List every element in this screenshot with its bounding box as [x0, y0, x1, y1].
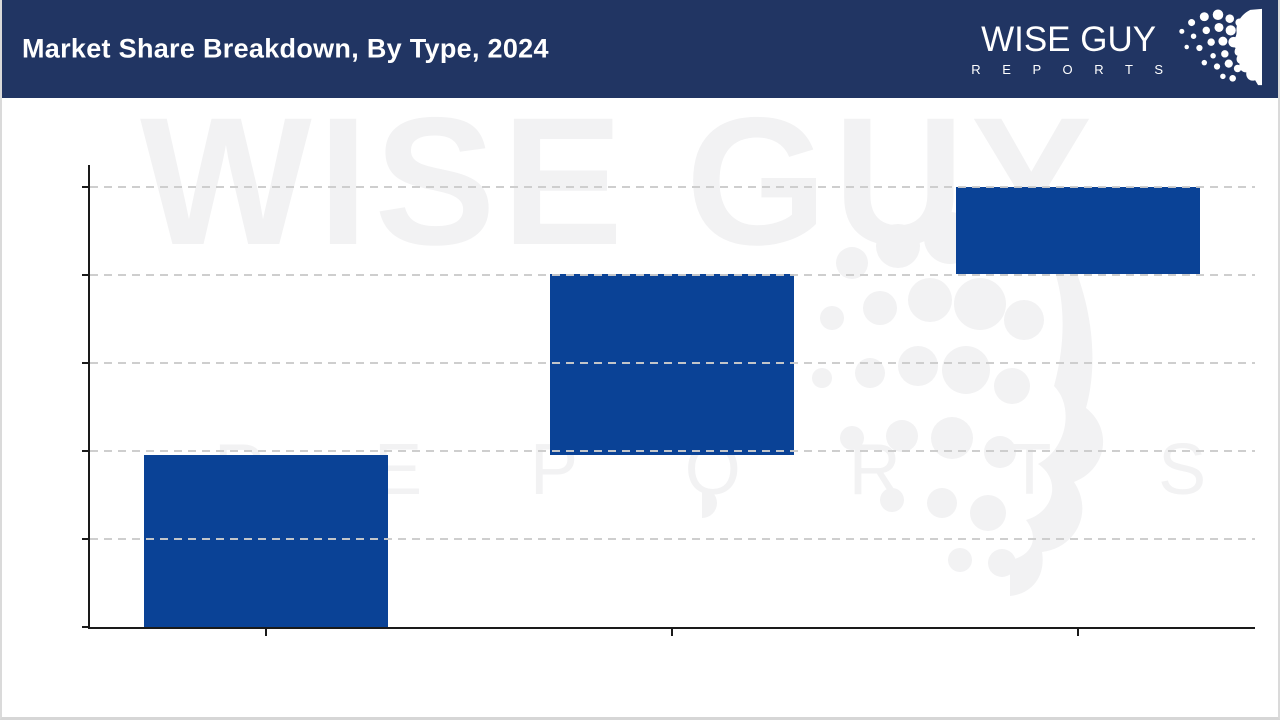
x-tick-mark-2 [671, 629, 673, 636]
wiseguy-logo: WISE GUY R E P O R T S [965, 6, 1262, 92]
gridline-60 [90, 362, 1255, 364]
logo-wordmark: WISE GUY [981, 19, 1157, 59]
gridline-20 [90, 538, 1255, 540]
page-title: Market Share Breakdown, By Type, 2024 [22, 33, 549, 64]
watermark-head-icon [687, 208, 1182, 612]
bar-2 [550, 273, 794, 456]
y-tick-mark-60 [82, 362, 90, 364]
bar-3 [956, 187, 1200, 274]
x-tick-mark-3 [1077, 629, 1079, 636]
bar-1 [144, 455, 388, 627]
y-axis-line [88, 165, 90, 629]
x-tick-mark-1 [265, 629, 267, 636]
wiseguy-face-icon [1174, 7, 1262, 91]
y-tick-mark-40 [82, 450, 90, 452]
y-tick-mark-20 [82, 538, 90, 540]
gridline-80 [90, 274, 1255, 276]
chart-area: WISE GUY R E P O R T S [2, 90, 1280, 720]
logo-text: WISE GUY R E P O R T S [965, 22, 1172, 77]
y-tick-mark-100 [82, 186, 90, 188]
y-tick-mark-0 [82, 626, 90, 628]
logo-subtext: R E P O R T S [971, 61, 1172, 77]
y-tick-mark-80 [82, 274, 90, 276]
gridline-40 [90, 450, 1255, 452]
gridline-100 [90, 186, 1255, 188]
x-axis-line [88, 627, 1255, 629]
header: Market Share Breakdown, By Type, 2024 WI… [2, 0, 1278, 98]
